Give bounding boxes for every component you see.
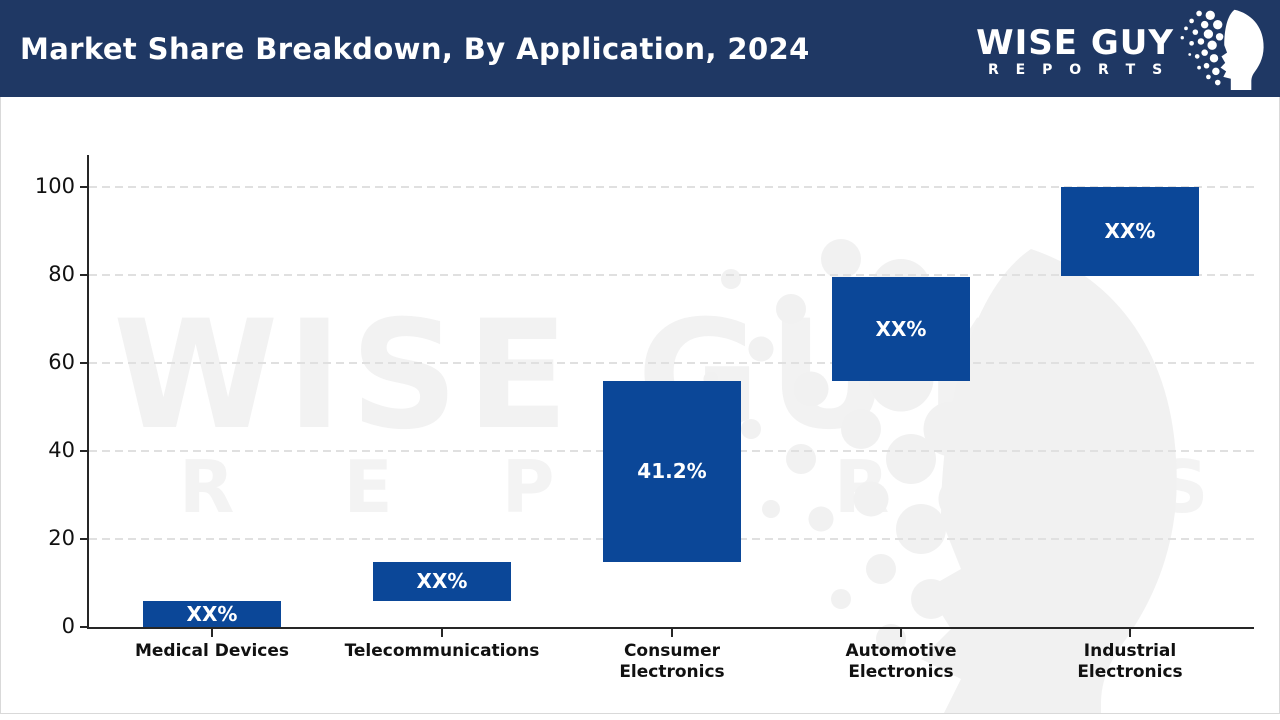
y-tick-mark [80, 626, 89, 628]
waterfall-bar: XX% [832, 277, 970, 381]
y-gridline [89, 186, 1254, 188]
x-axis-tick-label: Industrial Electronics [1077, 641, 1183, 682]
y-axis-tick-label: 40 [48, 438, 75, 462]
x-tick-mark [900, 629, 902, 637]
x-axis-tick-label: Automotive Electronics [845, 641, 957, 682]
y-axis-tick-label: 80 [48, 262, 75, 286]
waterfall-bar: XX% [143, 600, 281, 627]
x-tick-mark [1129, 629, 1131, 637]
y-tick-mark [80, 362, 89, 364]
chart-area: WISE GUY R E P O R T S 020406080100XX%Me… [0, 97, 1280, 714]
header: Market Share Breakdown, By Application, … [0, 0, 1280, 97]
y-gridline [89, 274, 1254, 276]
x-tick-mark [671, 629, 673, 637]
bar-value-label: XX% [875, 316, 927, 341]
y-tick-mark [80, 274, 89, 276]
x-axis-tick-label: Medical Devices [134, 641, 289, 661]
logo-wordmark: WISE GUY [976, 23, 1174, 63]
bar-value-label: XX% [186, 601, 238, 626]
bar-value-label: 41.2% [637, 459, 707, 484]
logo-face-icon [1180, 9, 1264, 90]
y-tick-mark [80, 186, 89, 188]
logo-reports-text: R E P O R T S [987, 62, 1169, 78]
y-axis-tick-label: 100 [34, 174, 75, 198]
waterfall-bar: 41.2% [603, 380, 741, 562]
y-axis-tick-label: 60 [48, 350, 75, 374]
bar-value-label: XX% [416, 569, 468, 594]
y-tick-mark [80, 450, 89, 452]
page-title: Market Share Breakdown, By Application, … [20, 31, 810, 66]
x-axis-tick-label: Consumer Electronics [619, 641, 725, 682]
x-axis-tick-label: Telecommunications [344, 641, 540, 661]
waterfall-bar: XX% [1061, 187, 1199, 276]
x-axis-line [87, 627, 1254, 629]
y-axis-tick-label: 20 [48, 526, 75, 550]
waterfall-bar: XX% [373, 561, 511, 601]
y-axis-tick-label: 0 [61, 614, 75, 638]
y-tick-mark [80, 538, 89, 540]
bar-value-label: XX% [1104, 219, 1156, 244]
y-gridline [89, 362, 1254, 364]
y-axis-line [87, 155, 89, 629]
x-tick-mark [441, 629, 443, 637]
wiseguy-logo: WISE GUY R E P O R T S [976, 4, 1270, 90]
logo-text: WISE GUY R E P O R T S [976, 25, 1174, 79]
x-tick-mark [211, 629, 213, 637]
